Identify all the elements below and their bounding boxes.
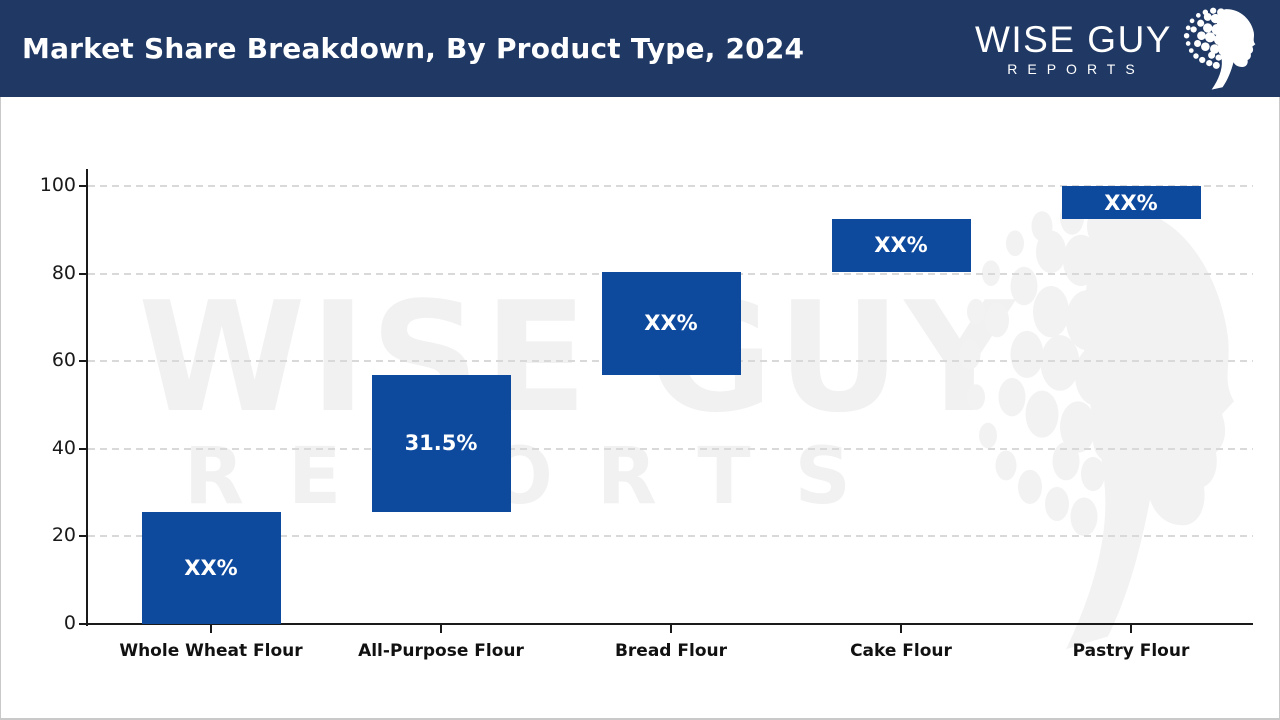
y-grid-line	[88, 185, 1253, 188]
page-title: Market Share Breakdown, By Product Type,…	[22, 32, 805, 65]
y-grid-line	[88, 535, 1253, 538]
x-axis-label: All-Purpose Flour	[358, 641, 524, 661]
bar-segment: XX%	[1061, 186, 1201, 220]
y-tick	[79, 447, 88, 450]
logo-subtext: REPORTS	[1007, 61, 1145, 77]
x-tick	[1130, 625, 1132, 633]
bar-value-label: XX%	[184, 556, 238, 581]
x-tick	[670, 625, 672, 633]
y-tick	[79, 623, 88, 625]
y-tick	[79, 535, 88, 538]
x-axis-label: Whole Wheat Flour	[119, 641, 303, 661]
bar-segment: XX%	[831, 219, 971, 272]
header-bar: Market Share Breakdown, By Product Type,…	[0, 0, 1280, 97]
x-tick	[900, 625, 902, 633]
x-tick	[210, 625, 212, 633]
x-tick	[440, 625, 442, 633]
page-border-left	[0, 97, 1, 720]
x-axis-label: Cake Flour	[850, 641, 952, 661]
bar-value-label: XX%	[1104, 190, 1158, 215]
bar-segment: 31.5%	[371, 374, 511, 513]
page-border-bottom	[0, 718, 1280, 720]
y-tick-label: 20	[51, 524, 76, 547]
y-tick-label: 100	[39, 174, 76, 197]
logo-head-icon	[1183, 7, 1256, 90]
logo-text: WISE GUY REPORTS	[975, 21, 1172, 76]
y-tick-label: 80	[51, 261, 76, 284]
logo-wordmark: WISE GUY	[974, 19, 1172, 60]
y-tick-label: 0	[63, 612, 76, 634]
bar-value-label: XX%	[644, 311, 698, 336]
y-tick-label: 60	[51, 349, 76, 372]
y-tick	[79, 360, 88, 363]
y-axis-line	[86, 169, 88, 626]
y-grid-line	[88, 447, 1253, 450]
bar-value-label: 31.5%	[404, 431, 478, 456]
bar-value-label: XX%	[874, 233, 928, 258]
watermark-wordmark: WISE GUY	[138, 269, 1019, 446]
wise-guy-logo: WISE GUY REPORTS	[975, 6, 1262, 92]
watermark-subtext: REPORTS	[184, 432, 895, 522]
x-axis-label: Bread Flour	[614, 641, 728, 661]
bar-segment: XX%	[141, 512, 281, 624]
y-tick-label: 40	[51, 436, 76, 459]
y-tick	[79, 272, 88, 275]
y-tick	[79, 185, 88, 188]
x-axis-line	[86, 623, 1253, 625]
x-axis-label: Pastry Flour	[1072, 641, 1190, 661]
bar-segment: XX%	[601, 271, 741, 375]
